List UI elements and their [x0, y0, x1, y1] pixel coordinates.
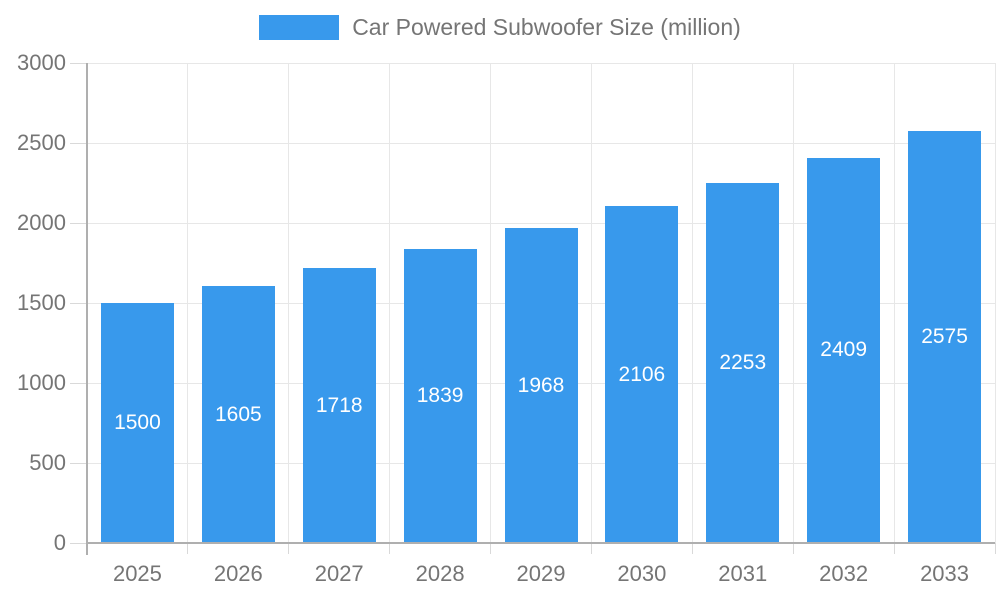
y-tick-label: 1500 — [17, 290, 66, 315]
x-axis-tick — [187, 543, 189, 554]
x-axis-tick — [994, 543, 996, 554]
y-axis-tick — [70, 462, 87, 464]
x-axis-tick — [792, 543, 794, 554]
v-gridline — [691, 63, 693, 543]
bar-value-label: 1718 — [315, 393, 363, 417]
bar-value-label: 1605 — [214, 402, 262, 426]
bar-value-label: 1500 — [114, 411, 161, 434]
x-tick-label: 2031 — [718, 561, 768, 586]
bar[interactable] — [504, 228, 578, 543]
y-axis-tick — [70, 302, 87, 304]
bar[interactable] — [403, 248, 477, 543]
x-axis-tick — [893, 543, 895, 554]
v-gridline — [389, 63, 391, 543]
bar-value-label: 2409 — [820, 338, 868, 362]
y-axis-tick — [70, 142, 87, 144]
x-axis-tick — [490, 543, 492, 554]
y-axis-tick — [70, 222, 87, 224]
y-axis-line — [86, 63, 88, 555]
v-gridline — [490, 63, 492, 543]
bar-value-label: 2253 — [719, 350, 767, 374]
v-gridline — [994, 63, 996, 543]
x-tick-label: 2030 — [617, 561, 667, 586]
bar[interactable] — [201, 286, 275, 543]
x-tick-label: 2033 — [920, 561, 970, 586]
x-axis-line — [86, 542, 995, 544]
x-tick-label: 2026 — [213, 561, 263, 586]
y-tick-label: 3000 — [17, 50, 66, 75]
y-tick-label: 1000 — [17, 370, 66, 395]
x-tick-label: 2032 — [819, 561, 869, 586]
x-axis-tick — [691, 543, 693, 554]
x-axis-tick — [389, 543, 391, 554]
v-gridline — [792, 63, 794, 543]
bar[interactable] — [807, 157, 881, 543]
bar[interactable] — [605, 206, 679, 543]
bar[interactable] — [706, 182, 780, 543]
bar-value-label: 1839 — [416, 383, 464, 407]
y-tick-label: 2500 — [17, 130, 66, 155]
plot-area: 0 500 1000 1500 2000 2500 3000 1500 2025 1605 2026… — [17, 50, 996, 586]
y-axis-tick — [70, 382, 87, 384]
h-gridline — [87, 142, 995, 144]
legend-swatch — [259, 15, 340, 40]
x-axis-tick — [288, 543, 290, 554]
y-tick-label: 2000 — [17, 210, 66, 235]
y-tick-label: 500 — [29, 450, 66, 475]
y-axis-tick — [70, 62, 87, 64]
x-tick-label: 2028 — [415, 561, 465, 586]
v-gridline — [893, 63, 895, 543]
x-tick-label: 2025 — [112, 561, 162, 586]
bar[interactable] — [302, 268, 376, 543]
v-gridline — [590, 63, 592, 543]
bar-value-label: 2575 — [921, 325, 968, 348]
v-gridline — [288, 63, 290, 543]
bar-value-label: 2106 — [618, 362, 666, 386]
bar[interactable] — [100, 303, 174, 543]
y-tick-label: 0 — [53, 530, 66, 555]
legend-label: Car Powered Subwoofer Size (million) — [352, 14, 741, 40]
bar[interactable] — [908, 131, 982, 543]
v-gridline — [187, 63, 189, 543]
legend[interactable]: Car Powered Subwoofer Size (million) — [0, 14, 1000, 41]
y-axis-tick — [70, 542, 87, 544]
x-tick-label: 2029 — [516, 561, 566, 586]
x-tick-label: 2027 — [314, 561, 364, 586]
x-axis-tick — [590, 543, 592, 554]
bar-value-label: 1968 — [517, 373, 565, 397]
h-gridline — [87, 62, 995, 64]
h-gridline — [87, 222, 995, 224]
